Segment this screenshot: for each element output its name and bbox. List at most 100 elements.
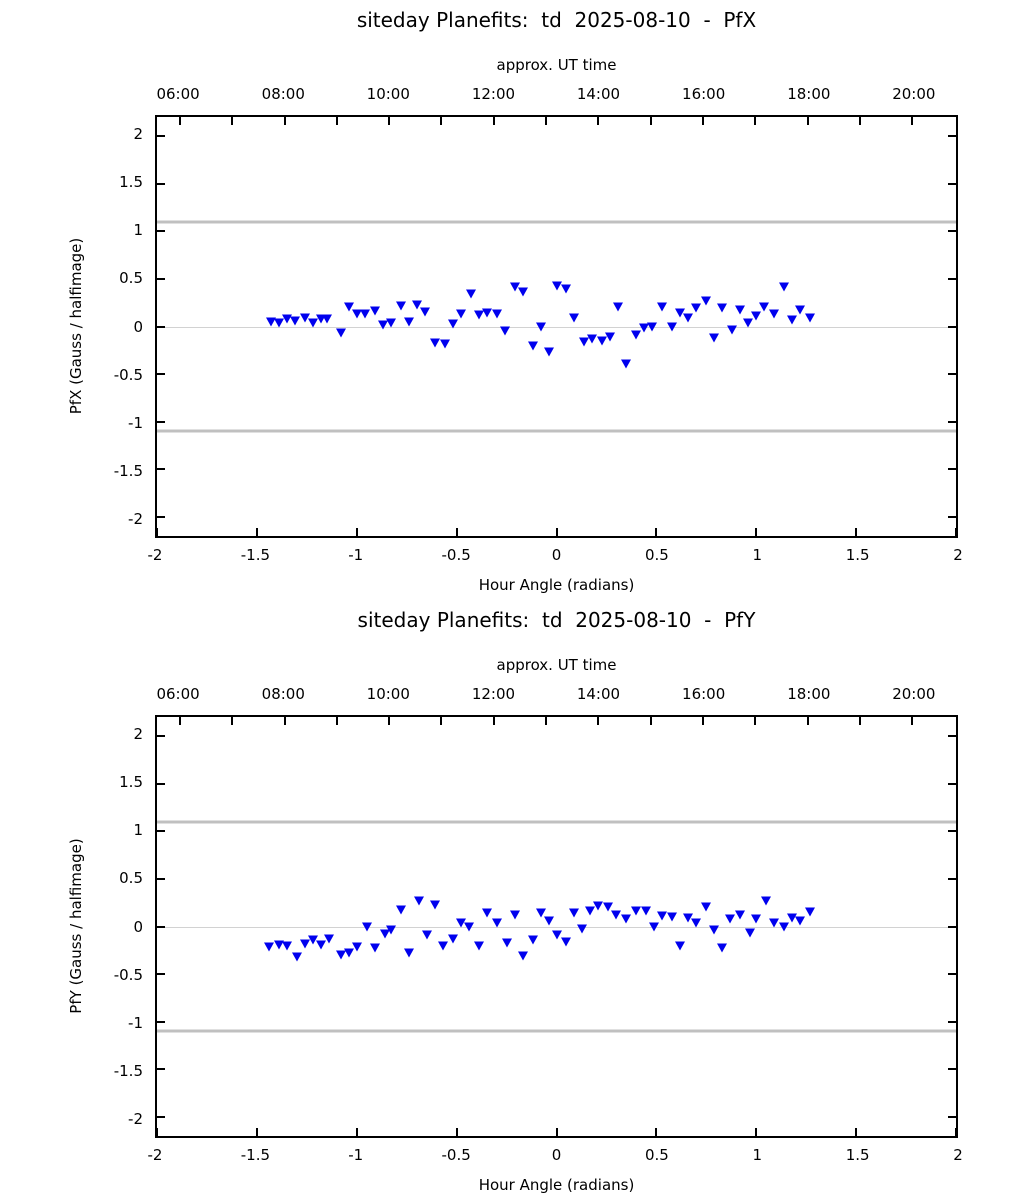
data-point-marker <box>593 901 604 911</box>
data-point-marker <box>509 910 520 920</box>
data-point-marker <box>631 330 642 340</box>
ut-time-tick <box>545 117 548 125</box>
data-point-marker <box>343 948 354 958</box>
data-point-marker <box>769 918 780 928</box>
data-point-marker <box>657 911 668 921</box>
ut-time-tick <box>754 117 757 125</box>
data-point-marker <box>395 301 406 311</box>
x-tick-label: 2 <box>953 546 963 564</box>
x-tick-label: 0 <box>551 1146 562 1164</box>
data-point-marker <box>717 943 728 953</box>
plot-area <box>155 715 958 1138</box>
ut-time-tick <box>649 117 652 125</box>
data-point-marker <box>675 941 686 951</box>
x-tick-label: -1 <box>348 546 364 564</box>
y-axis-tick <box>157 1068 165 1071</box>
ut-time-tick <box>701 717 704 725</box>
y-axis-tick-mirror <box>948 325 956 328</box>
y-axis-tick-mirror <box>948 1020 956 1023</box>
data-point-marker <box>455 918 466 928</box>
data-point-marker <box>403 948 414 958</box>
x-tick-label: -1 <box>348 1146 364 1164</box>
data-point-marker <box>603 902 614 912</box>
data-point-marker <box>649 922 660 931</box>
data-point-marker <box>709 925 720 935</box>
x-tick-label: -2 <box>147 1146 163 1164</box>
data-point-marker <box>675 308 686 318</box>
ut-time-tick <box>440 117 443 125</box>
data-point-marker <box>569 313 580 323</box>
data-point-marker <box>369 306 380 316</box>
y-axis-tick <box>157 182 165 185</box>
ut-time-tick-label: 16:00 <box>682 85 726 103</box>
x-axis-tick <box>455 1128 458 1136</box>
data-point-marker <box>273 318 284 328</box>
y-axis-tick <box>157 877 165 880</box>
x-axis-tick <box>455 528 458 536</box>
ut-time-tick-label: 20:00 <box>892 85 936 103</box>
plot-title: siteday Planefits: td 2025-08-10 - PfY <box>357 608 756 632</box>
x-axis-tick <box>355 1128 358 1136</box>
data-point-marker <box>805 907 816 917</box>
x-tick-label: 0 <box>551 546 562 564</box>
y-axis-tick-mirror <box>948 1115 956 1118</box>
data-point-marker <box>639 323 650 333</box>
data-point-marker <box>691 303 702 313</box>
y-tick-label: 0.5 <box>119 869 143 888</box>
data-point-marker <box>281 314 292 324</box>
y-axis-tick-mirror <box>948 277 956 280</box>
data-point-marker <box>735 305 746 315</box>
data-point-marker <box>447 319 458 329</box>
data-point-marker <box>265 317 276 327</box>
x-axis-label: Hour Angle (radians) <box>478 576 635 594</box>
ut-time-tick <box>858 117 861 125</box>
y-axis-tick-mirror <box>948 830 956 833</box>
y-axis-tick-mirror <box>948 925 956 928</box>
data-point-marker <box>585 906 596 916</box>
ut-time-tick <box>911 717 914 725</box>
x-axis-tick <box>955 1128 957 1136</box>
data-point-marker <box>683 313 694 323</box>
data-point-marker <box>315 940 326 950</box>
data-point-marker <box>517 951 528 961</box>
top-axis-label: approx. UT time <box>496 56 617 74</box>
ut-time-tick <box>911 117 914 125</box>
data-point-marker <box>509 282 520 291</box>
ut-time-tick <box>649 717 652 725</box>
data-point-marker <box>307 935 318 945</box>
y-axis-tick-mirror <box>948 735 956 738</box>
data-point-marker <box>727 325 738 335</box>
x-axis-tick <box>255 1128 258 1136</box>
plot-area <box>155 115 958 538</box>
y-axis-tick <box>157 277 165 280</box>
data-point-marker <box>605 332 616 342</box>
x-axis-tick <box>555 1128 558 1136</box>
data-point-marker <box>299 313 310 323</box>
y-axis-tick-mirror <box>948 973 956 976</box>
data-point-marker <box>751 914 762 924</box>
y-axis-tick-mirror <box>948 782 956 785</box>
data-point-marker <box>481 308 492 318</box>
data-point-marker <box>481 908 492 918</box>
y-axis-tick <box>157 135 165 138</box>
x-axis-tick <box>755 528 758 536</box>
x-tick-label: -1.5 <box>240 546 271 564</box>
data-point-marker <box>725 914 736 924</box>
y-axis-tick <box>157 373 165 376</box>
data-point-marker <box>701 296 712 306</box>
x-tick-label: 1.5 <box>845 1146 870 1164</box>
x-axis-tick <box>555 528 558 536</box>
x-axis-tick <box>655 1128 658 1136</box>
data-point-marker <box>657 302 668 311</box>
ut-time-tick-label: 14:00 <box>576 685 621 703</box>
data-point-marker <box>369 943 380 953</box>
data-point-marker <box>351 309 362 319</box>
data-point-marker <box>455 309 466 319</box>
data-point-marker <box>717 303 728 313</box>
y-tick-label: -1.5 <box>113 461 143 480</box>
data-point-marker <box>667 322 678 332</box>
y-axis-tick <box>157 325 165 328</box>
data-point-marker <box>667 912 678 922</box>
data-point-marker <box>473 941 484 951</box>
x-tick-label: -2 <box>147 546 163 564</box>
